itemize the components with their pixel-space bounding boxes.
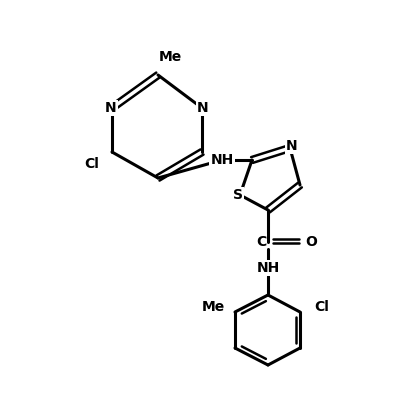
Text: Me: Me (201, 300, 225, 314)
Text: NH: NH (256, 261, 280, 275)
Text: N: N (105, 101, 117, 115)
Text: N: N (197, 101, 209, 115)
Text: O: O (305, 235, 317, 249)
Text: Cl: Cl (315, 300, 330, 314)
Text: C: C (256, 235, 266, 249)
Text: Cl: Cl (85, 157, 100, 171)
Text: Me: Me (159, 50, 182, 64)
Text: NH: NH (210, 153, 234, 167)
Text: N: N (286, 139, 298, 153)
Text: S: S (233, 188, 243, 202)
